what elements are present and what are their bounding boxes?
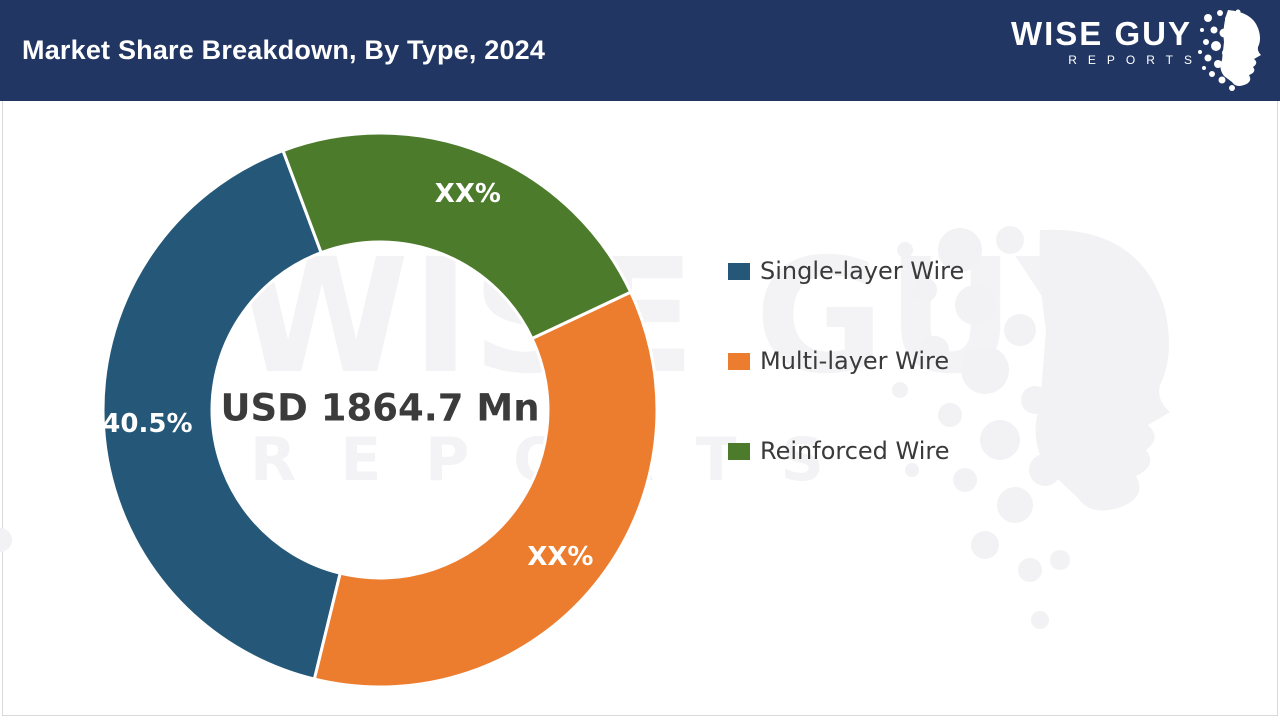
donut-center-value: USD 1864.7 Mn: [220, 386, 540, 430]
legend-item-reinforced: Reinforced Wire: [728, 434, 964, 468]
chart-legend: Single-layer Wire Multi-layer Wire Reinf…: [728, 254, 964, 524]
brand-logo: WISE GUY REPORTS: [1010, 15, 1192, 68]
header-bar: Market Share Breakdown, By Type, 2024 WI…: [0, 0, 1280, 101]
brand-logo-subtitle: REPORTS: [1068, 53, 1203, 67]
legend-swatch-reinforced: [728, 442, 750, 460]
legend-swatch-single-layer: [728, 262, 750, 280]
legend-label-reinforced: Reinforced Wire: [760, 437, 950, 465]
page-title: Market Share Breakdown, By Type, 2024: [22, 35, 546, 65]
legend-item-multi-layer: Multi-layer Wire: [728, 344, 964, 378]
legend-item-single-layer: Single-layer Wire: [728, 254, 964, 288]
slice-label-reinforced: XX%: [434, 179, 501, 210]
legend-label-single-layer: Single-layer Wire: [760, 257, 965, 285]
slice-label-multi-layer: XX%: [527, 542, 594, 573]
legend-label-multi-layer: Multi-layer Wire: [760, 347, 950, 375]
brand-logo-name: WISE GUY: [1010, 15, 1192, 52]
brand-face-icon: [1198, 9, 1261, 91]
legend-swatch-multi-layer: [728, 352, 750, 370]
slice-label-single-layer: 40.5%: [102, 408, 193, 439]
